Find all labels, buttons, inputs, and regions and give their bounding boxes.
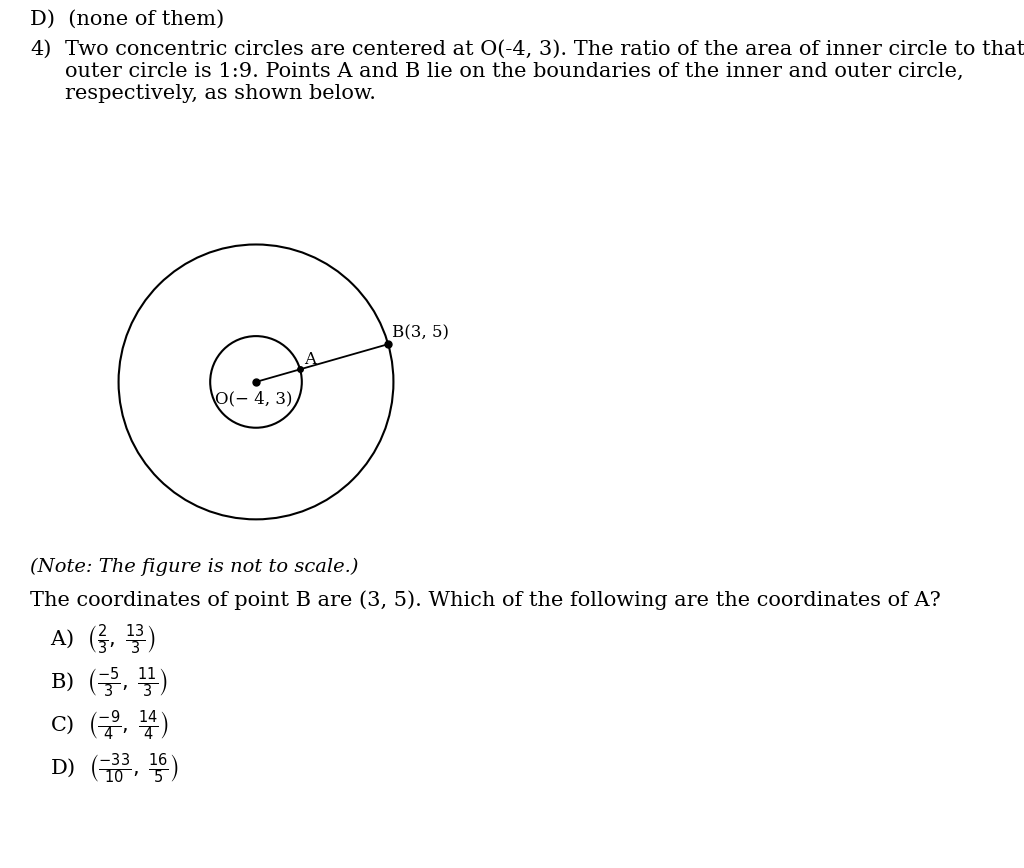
Text: B(3, 5): B(3, 5) xyxy=(392,325,449,342)
Text: The coordinates of point B are (3, 5). Which of the following are the coordinate: The coordinates of point B are (3, 5). W… xyxy=(30,590,941,609)
Text: outer circle is 1:9. Points A and B lie on the boundaries of the inner and outer: outer circle is 1:9. Points A and B lie … xyxy=(65,62,964,81)
Text: Two concentric circles are centered at O(-4, 3). The ratio of the area of inner : Two concentric circles are centered at O… xyxy=(65,40,1024,59)
Text: C)  $\left(\frac{-9}{4},\;\frac{14}{4}\right)$: C) $\left(\frac{-9}{4},\;\frac{14}{4}\ri… xyxy=(50,709,169,743)
Text: A)  $\left(\frac{2}{3},\;\frac{13}{3}\right)$: A) $\left(\frac{2}{3},\;\frac{13}{3}\rig… xyxy=(50,622,156,657)
Text: respectively, as shown below.: respectively, as shown below. xyxy=(65,84,376,103)
Text: 4): 4) xyxy=(30,40,51,59)
Text: O(− 4, 3): O(− 4, 3) xyxy=(215,390,293,407)
Text: A: A xyxy=(304,351,316,367)
Text: D)  (none of them): D) (none of them) xyxy=(30,10,224,29)
Text: B)  $\left(\frac{-5}{3},\;\frac{11}{3}\right)$: B) $\left(\frac{-5}{3},\;\frac{11}{3}\ri… xyxy=(50,666,168,700)
Text: (Note: The figure is not to scale.): (Note: The figure is not to scale.) xyxy=(30,558,358,576)
Text: D)  $\left(\frac{-33}{10},\;\frac{16}{5}\right)$: D) $\left(\frac{-33}{10},\;\frac{16}{5}\… xyxy=(50,752,179,786)
